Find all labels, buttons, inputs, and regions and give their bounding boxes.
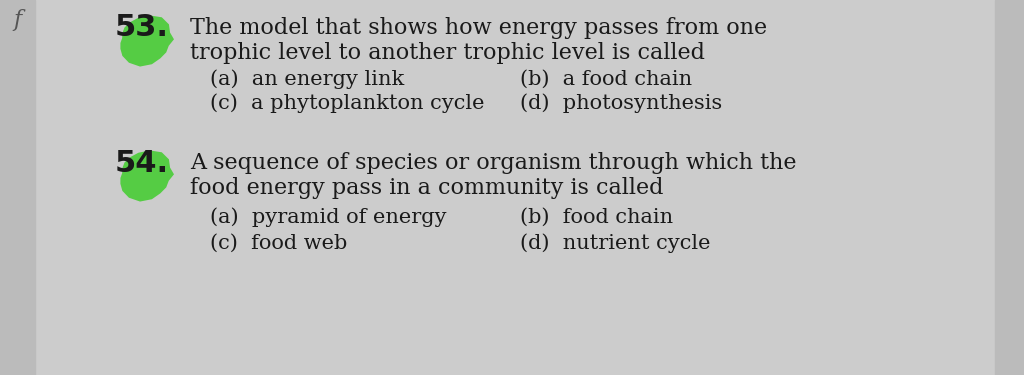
Text: (a)  pyramid of energy: (a) pyramid of energy xyxy=(210,207,446,227)
Text: f: f xyxy=(14,9,23,31)
Text: (b)  food chain: (b) food chain xyxy=(520,207,673,226)
Polygon shape xyxy=(121,15,174,67)
Polygon shape xyxy=(121,150,174,202)
Text: 53.: 53. xyxy=(115,13,169,42)
Text: 54.: 54. xyxy=(115,148,169,177)
Bar xyxy=(0,0,35,375)
Text: trophic level to another trophic level is called: trophic level to another trophic level i… xyxy=(190,42,705,64)
Text: (d)  nutrient cycle: (d) nutrient cycle xyxy=(520,233,711,253)
Text: (c)  a phytoplankton cycle: (c) a phytoplankton cycle xyxy=(210,93,484,113)
Text: (c)  food web: (c) food web xyxy=(210,234,347,252)
Text: (d)  photosynthesis: (d) photosynthesis xyxy=(520,93,722,113)
Text: The model that shows how energy passes from one: The model that shows how energy passes f… xyxy=(190,17,767,39)
Text: A sequence of species or organism through which the: A sequence of species or organism throug… xyxy=(190,152,797,174)
Text: (b)  a food chain: (b) a food chain xyxy=(520,69,692,88)
Text: food energy pass in a community is called: food energy pass in a community is calle… xyxy=(190,177,664,199)
Bar xyxy=(995,0,1024,375)
Text: (a)  an energy link: (a) an energy link xyxy=(210,69,404,89)
